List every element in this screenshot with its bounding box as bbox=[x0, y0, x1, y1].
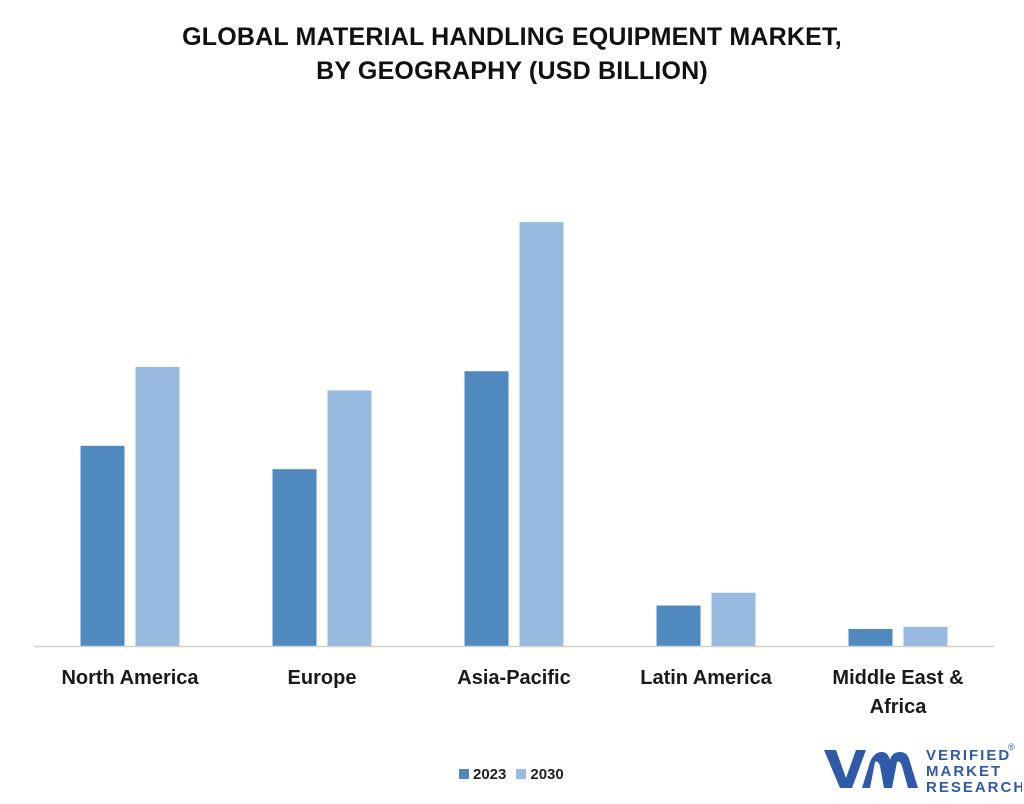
bar-latin-america-2030 bbox=[711, 592, 756, 646]
bars-group bbox=[80, 222, 948, 646]
category-label-north-america: North America bbox=[61, 667, 199, 689]
legend-swatch-2030 bbox=[516, 769, 527, 779]
legend-swatch-2023 bbox=[459, 769, 469, 779]
bar-middle-east-africa-2030 bbox=[903, 626, 948, 646]
category-label-latin-america: Latin America bbox=[640, 667, 772, 689]
bar-europe-2023 bbox=[272, 469, 317, 646]
bar-asia-pacific-2030 bbox=[519, 222, 564, 646]
chart-title-line-2: BY GEOGRAPHY (USD BILLION) bbox=[316, 57, 708, 85]
bar-middle-east-africa-2023 bbox=[848, 628, 893, 646]
legend-item-2023: 2023 bbox=[459, 766, 506, 783]
legend-item-2030: 2030 bbox=[516, 765, 564, 783]
bar-latin-america-2023 bbox=[656, 605, 701, 646]
bar-chart: North America Europe Asia-Pacific Latin Ame… bbox=[34, 222, 994, 718]
category-label-middle-east-africa: Middle East & Africa bbox=[832, 667, 963, 718]
legend-label-2023: 2023 bbox=[473, 765, 507, 783]
vmr-logo-mark bbox=[824, 750, 918, 788]
logo-line-2: MARKET bbox=[926, 763, 1002, 780]
legend: 2023 2030 bbox=[459, 764, 574, 784]
bar-asia-pacific-2023 bbox=[464, 371, 509, 646]
category-labels: North America Europe Asia-Pacific Latin Ame… bbox=[61, 667, 963, 718]
verified-market-research-logo: VERIFIED MARKET RESEARCH ® bbox=[824, 742, 1022, 796]
bar-europe-2030 bbox=[327, 390, 372, 646]
chart-title: GLOBAL MATERIAL HANDLING EQUIPMENT MARKE… bbox=[0, 20, 1024, 88]
logo-line-3: RESEARCH bbox=[926, 779, 1022, 796]
legend-label-2030: 2030 bbox=[530, 765, 564, 783]
bar-north-america-2030 bbox=[135, 366, 180, 646]
category-label-europe: Europe bbox=[288, 667, 357, 689]
category-label-asia-pacific: Asia-Pacific bbox=[457, 667, 570, 689]
logo-line-1: VERIFIED bbox=[926, 747, 1011, 764]
chart-title-line-1: GLOBAL MATERIAL HANDLING EQUIPMENT MARKE… bbox=[182, 23, 842, 51]
registered-mark: ® bbox=[1008, 742, 1015, 752]
bar-north-america-2023 bbox=[80, 445, 125, 646]
